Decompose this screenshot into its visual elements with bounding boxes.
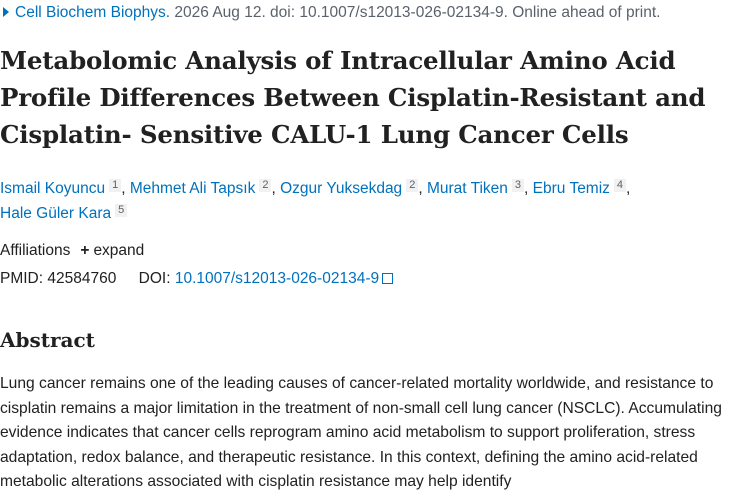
author-name[interactable]: Ebru Temiz (532, 180, 610, 197)
citation: Cell Biochem Biophys. 2026 Aug 12. doi: … (0, 4, 660, 22)
citation-details: 2026 Aug 12. doi: 10.1007/s12013-026-021… (174, 4, 661, 21)
identifiers: PMID: 42584760 DOI: 10.1007/s12013-026-0… (0, 270, 394, 288)
pmid: 42584760 (47, 270, 117, 287)
doi-label: DOI: (138, 270, 171, 287)
author-list: Ismail Koyuncu 1, Mehmet Ali Tapsık 2, Ozg… (0, 176, 700, 226)
abstract-heading: Abstract (0, 328, 95, 352)
author: Ebru Temiz 4, (532, 179, 631, 197)
affiliation-number[interactable]: 3 (511, 179, 525, 192)
separator: , (418, 180, 423, 197)
affiliation-number[interactable]: 2 (259, 179, 272, 192)
author: Ozgur Yuksekdag 2, (280, 179, 423, 197)
doi-text: 10.1007/s12013-026-02134-9 (174, 270, 380, 287)
affiliation-number[interactable]: 1 (109, 179, 122, 192)
external-link-icon (382, 273, 394, 284)
journal-link[interactable]: Cell Biochem Biophys. (15, 4, 171, 21)
author-name[interactable]: Ozgur Yuksekdag (280, 180, 403, 197)
expand-icon[interactable] (3, 7, 9, 17)
doi-link[interactable]: 10.1007/s12013-026-02134-9 (174, 270, 394, 287)
author-name[interactable]: Murat Tiken (426, 180, 508, 197)
pmid-label: PMID: (0, 270, 44, 287)
affiliation-number[interactable]: 2 (406, 179, 419, 192)
author: Murat Tiken 3, (426, 179, 529, 197)
plus-icon: + (80, 242, 90, 259)
separator: , (524, 180, 529, 197)
author-name[interactable]: Mehmet Ali Tapsık (129, 180, 256, 197)
affiliation-number[interactable]: 5 (115, 204, 128, 217)
separator: , (271, 180, 276, 197)
expand-toggle[interactable]: expand (93, 242, 145, 259)
separator: , (626, 180, 631, 197)
author-name[interactable]: Ismail Koyuncu (0, 180, 106, 197)
article-title: Metabolomic Analysis of Intracellular Am… (0, 46, 706, 149)
author: Ismail Koyuncu 1, (0, 179, 126, 197)
author-name[interactable]: Hale Güler Kara (0, 205, 112, 222)
affiliations-label: Affiliations (0, 242, 71, 259)
affiliation-number[interactable]: 4 (613, 179, 627, 192)
author: Hale Güler Kara 5 (0, 204, 128, 222)
affiliations[interactable]: Affiliations + expand (0, 242, 144, 260)
author: Mehmet Ali Tapsık 2, (129, 179, 276, 197)
separator: , (121, 180, 126, 197)
abstract-text: Lung cancer remains one of the leading c… (0, 375, 722, 490)
